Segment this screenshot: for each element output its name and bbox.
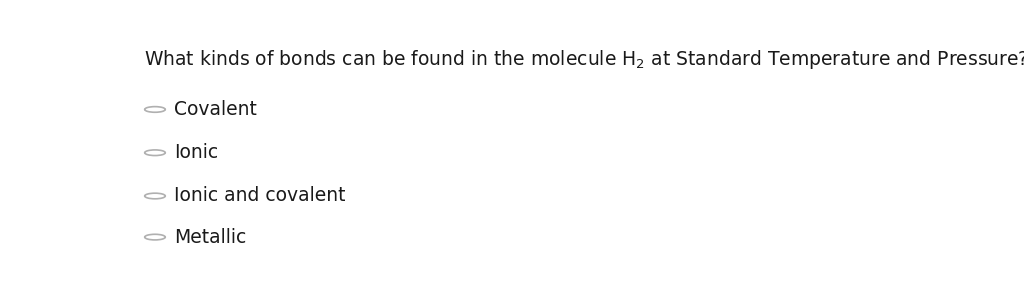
Text: What kinds of bonds can be found in the molecule H$_2$ at Standard Temperature a: What kinds of bonds can be found in the … bbox=[143, 48, 1024, 71]
Circle shape bbox=[144, 106, 165, 112]
Circle shape bbox=[144, 193, 165, 199]
Text: Ionic and covalent: Ionic and covalent bbox=[174, 187, 345, 205]
Circle shape bbox=[144, 234, 165, 240]
Circle shape bbox=[144, 150, 165, 156]
Text: Covalent: Covalent bbox=[174, 100, 257, 119]
Text: Ionic: Ionic bbox=[174, 143, 218, 162]
Text: Metallic: Metallic bbox=[174, 228, 247, 247]
